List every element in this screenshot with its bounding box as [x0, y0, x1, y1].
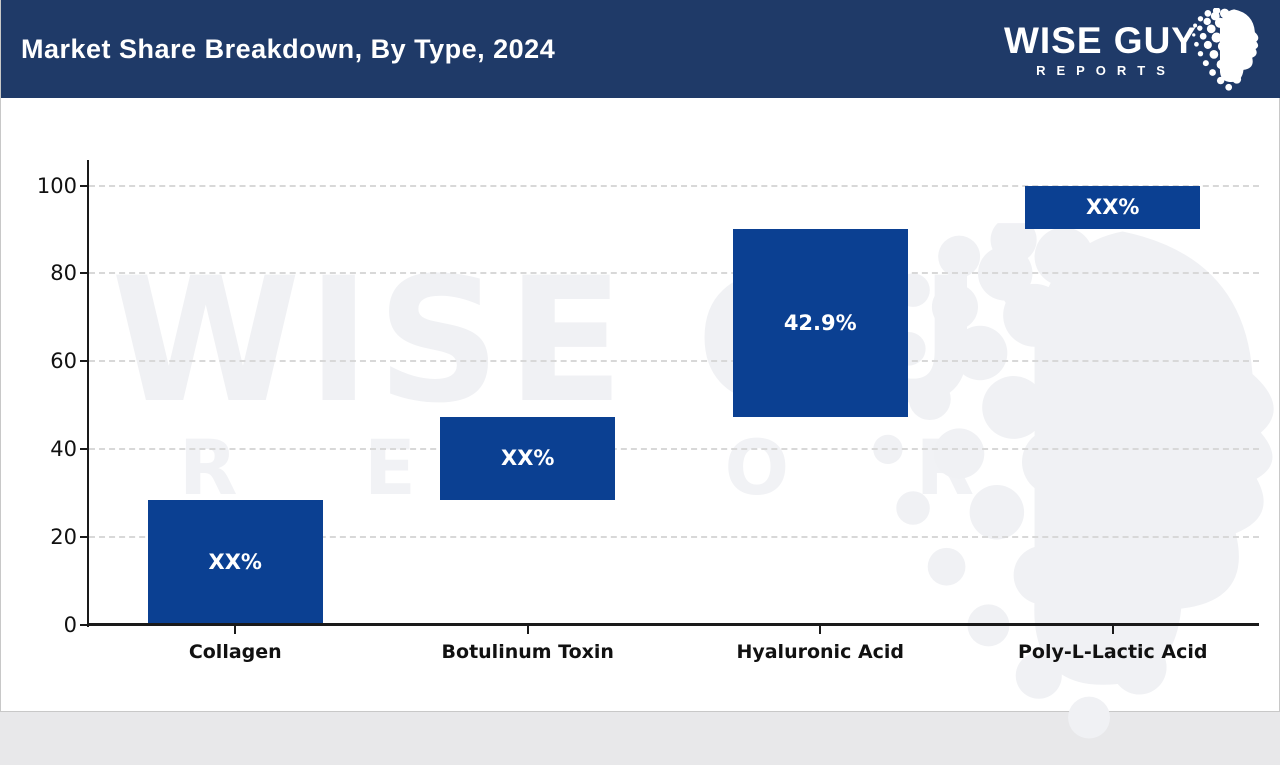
chart-canvas: WISE GUY R E P O R T S 0 20 40 60 80 100 XX% Co… — [0, 0, 1280, 712]
y-tick-100 — [80, 184, 88, 187]
y-axis — [86, 160, 89, 627]
y-tick-label-60: 60 — [50, 349, 77, 374]
x-tick — [1111, 625, 1114, 634]
logo-subtext: REPORTS — [1036, 63, 1176, 78]
wise-guy-reports-logo: WISE GUY REPORTS — [1004, 6, 1267, 94]
bar-value-label: 42.9% — [783, 310, 857, 335]
page-margin — [0, 712, 1280, 720]
y-tick-label-0: 0 — [63, 612, 77, 637]
bar-botulinum-toxin — [440, 416, 616, 500]
header-band: Market Share Breakdown, By Type, 2024 WI… — [1, 0, 1280, 98]
y-tick-0 — [80, 623, 88, 626]
gridline-80 — [89, 272, 1259, 275]
gridline-20 — [89, 535, 1259, 538]
y-tick-label-80: 80 — [50, 261, 77, 286]
y-tick-label-20: 20 — [50, 524, 77, 549]
bar-value-label: XX% — [1086, 195, 1140, 219]
chart-title: Market Share Breakdown, By Type, 2024 — [21, 33, 556, 64]
bar-value-label: XX% — [501, 446, 555, 471]
gridline-60 — [89, 360, 1259, 363]
x-tick — [234, 625, 237, 634]
gridline-100 — [89, 184, 1259, 187]
y-tick-60 — [80, 360, 88, 363]
x-tick — [819, 625, 822, 634]
category-label: Poly-L-Lactic Acid — [1018, 641, 1208, 663]
plot-area: 0 20 40 60 80 100 XX% Collagen XX% Botulinum Toxi… — [1, 0, 1280, 712]
y-tick-80 — [80, 272, 88, 275]
x-axis — [86, 623, 1259, 626]
logo-wordmark: WISE GUY — [1003, 20, 1197, 61]
gridline-40 — [89, 447, 1259, 450]
y-tick-label-40: 40 — [50, 436, 77, 461]
category-label: Hyaluronic Acid — [736, 641, 905, 663]
category-label: Botulinum Toxin — [441, 641, 614, 663]
y-tick-label-100: 100 — [36, 173, 77, 198]
y-tick-40 — [80, 447, 88, 450]
x-tick — [526, 625, 529, 634]
category-label: Collagen — [188, 641, 282, 663]
y-tick-20 — [80, 535, 88, 538]
bar-value-label: XX% — [208, 550, 262, 575]
logo-text: WISE GUY REPORTS — [1004, 22, 1197, 78]
bar-collagen — [147, 499, 323, 625]
